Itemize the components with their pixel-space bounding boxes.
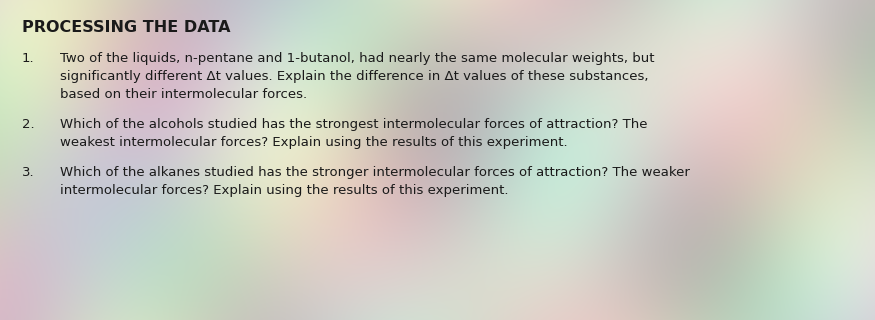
Text: intermolecular forces? Explain using the results of this experiment.: intermolecular forces? Explain using the… xyxy=(60,184,508,197)
Text: Which of the alkanes studied has the stronger intermolecular forces of attractio: Which of the alkanes studied has the str… xyxy=(60,166,690,179)
Text: significantly different Δt values. Explain the difference in Δt values of these : significantly different Δt values. Expla… xyxy=(60,70,648,83)
Text: Which of the alcohols studied has the strongest intermolecular forces of attract: Which of the alcohols studied has the st… xyxy=(60,118,648,131)
Text: weakest intermolecular forces? Explain using the results of this experiment.: weakest intermolecular forces? Explain u… xyxy=(60,136,568,149)
Text: based on their intermolecular forces.: based on their intermolecular forces. xyxy=(60,88,307,101)
Text: PROCESSING THE DATA: PROCESSING THE DATA xyxy=(22,20,230,35)
Text: 3.: 3. xyxy=(22,166,35,179)
Text: 1.: 1. xyxy=(22,52,35,65)
Text: 2.: 2. xyxy=(22,118,35,131)
Text: Two of the liquids, n-pentane and 1-butanol, had nearly the same molecular weigh: Two of the liquids, n-pentane and 1-buta… xyxy=(60,52,654,65)
